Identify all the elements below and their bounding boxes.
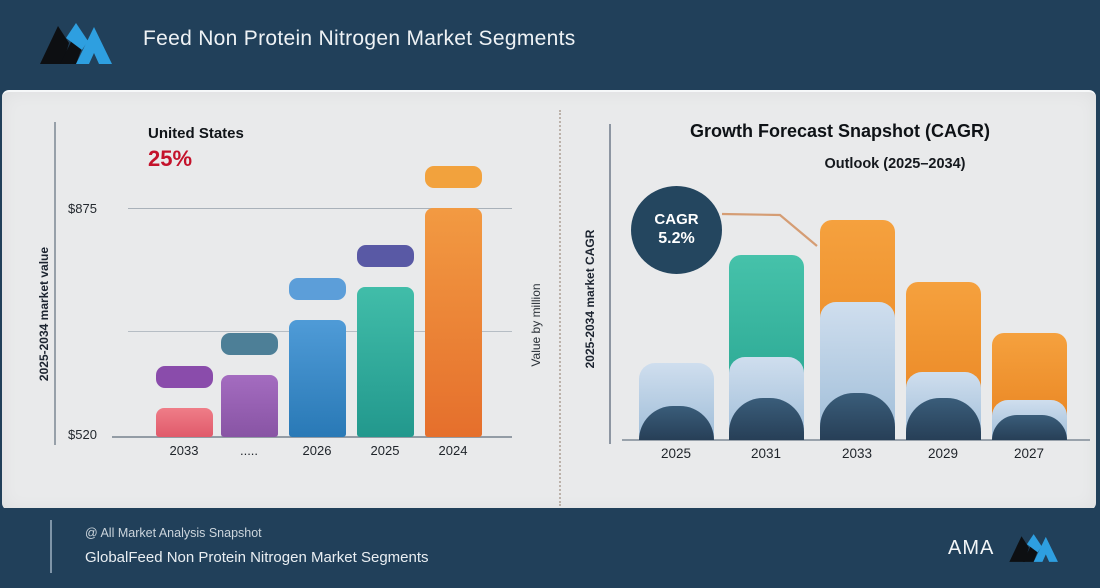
cagr-connector-line: [721, 212, 818, 247]
ama-logo-footer: [1008, 528, 1062, 566]
left-y-tick-875: $875: [68, 201, 97, 216]
footer-brand-text: AMA: [948, 537, 995, 559]
left-x-label-.....: .....: [239, 443, 259, 458]
left-chart-title: United States: [148, 125, 244, 142]
right-x-axis-line: [622, 439, 1090, 441]
right-x-label-2031: 2031: [750, 446, 782, 461]
bar-cap-2033: [155, 366, 213, 388]
page-title: Feed Non Protein Nitrogen Market Segment…: [143, 27, 576, 50]
bar-cap-2025: [356, 245, 414, 267]
bar-cap-2026: [288, 278, 346, 300]
bar-2024: [424, 208, 482, 437]
right-x-label-2033: 2033: [841, 446, 873, 461]
bar-2025: [356, 287, 414, 437]
footer-bar: [0, 508, 1100, 588]
left-gridline-875: [128, 208, 512, 209]
right-x-label-2025: 2025: [660, 446, 692, 461]
left-y-tick-520: $520: [68, 427, 97, 442]
left-x-label-2033: 2033: [169, 443, 199, 458]
bar-2033: [155, 408, 213, 437]
cagr-badge: CAGR 5.2%: [631, 186, 722, 274]
cagr-badge-value: 5.2%: [658, 230, 695, 248]
bar-2031-segment-navy: [728, 398, 804, 440]
left-x-label-2026: 2026: [302, 443, 332, 458]
left-y-axis-title: 2025-2034 market value: [37, 246, 51, 382]
right-chart-subtitle: Outlook (2025–2034): [824, 156, 966, 172]
right-y-axis-title: 2025-2034 market CAGR: [583, 229, 597, 369]
ama-logo-icon: [1009, 534, 1058, 562]
left-y-axis-line: [54, 122, 56, 445]
left-y-axis-title-right: Value by million: [529, 283, 543, 367]
bar-2027-segment-navy: [991, 415, 1067, 440]
bar-2033-segment-navy: [819, 393, 895, 440]
footer-accent-line: [50, 520, 52, 573]
left-x-label-2025: 2025: [370, 443, 400, 458]
right-x-label-2027: 2027: [1013, 446, 1045, 461]
left-x-axis-line: [112, 436, 512, 438]
ama-logo-icon: [40, 23, 112, 64]
bar-cap-.....: [220, 333, 278, 355]
bar-2026: [288, 320, 346, 437]
ama-logo: [38, 14, 118, 70]
footer-caption: GlobalFeed Non Protein Nitrogen Market S…: [85, 549, 429, 566]
cagr-badge-label: CAGR: [654, 210, 699, 228]
bar-2029-segment-navy: [905, 398, 981, 440]
footer-credit: @ All Market Analysis Snapshot: [85, 526, 262, 540]
bar-cap-2024: [424, 166, 482, 188]
chart-divider: [559, 110, 561, 506]
right-x-label-2029: 2029: [927, 446, 959, 461]
right-chart-title: Growth Forecast Snapshot (CAGR): [689, 121, 990, 141]
left-chart-highlight-value: 25%: [148, 146, 193, 171]
right-y-axis-line: [609, 124, 611, 444]
bar-.....: [220, 375, 278, 437]
left-x-label-2024: 2024: [438, 443, 468, 458]
